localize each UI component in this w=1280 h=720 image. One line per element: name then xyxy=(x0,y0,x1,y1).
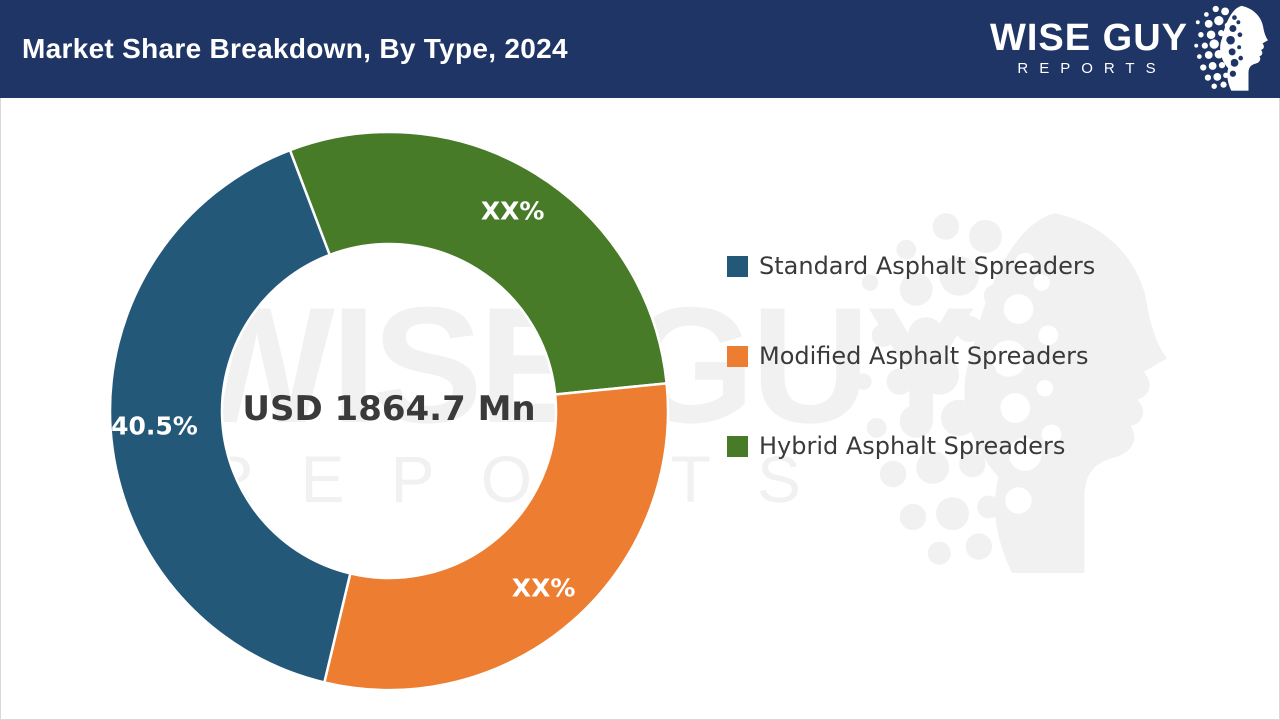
legend-label-standard: Standard Asphalt Spreaders xyxy=(759,252,1096,280)
logo-reports-text: REPORTS xyxy=(1017,59,1167,77)
legend-item-modified: Modified Asphalt Spreaders xyxy=(727,342,1095,370)
legend-item-standard: Standard Asphalt Spreaders xyxy=(727,252,1095,280)
logo-wiseguy-text: WISE GUY xyxy=(989,17,1188,60)
wiseguy-logo: WISE GUY REPORTS xyxy=(990,5,1268,91)
logo-face-icon xyxy=(1190,5,1268,91)
logo-wordmark: WISE GUY REPORTS xyxy=(989,17,1188,77)
legend-swatch-hybrid xyxy=(727,435,748,457)
legend-label-modified: Modified Asphalt Spreaders xyxy=(759,342,1089,370)
page-title: Market Share Breakdown, By Type, 2024 xyxy=(22,33,568,64)
header: Market Share Breakdown, By Type, 2024 WI… xyxy=(0,0,1280,98)
legend-item-hybrid: Hybrid Asphalt Spreaders xyxy=(727,432,1095,460)
center-value: USD 1864.7 Mn xyxy=(242,389,536,429)
legend: Standard Asphalt Spreaders Modified Asph… xyxy=(727,252,1095,460)
legend-swatch-standard xyxy=(727,255,748,277)
legend-label-hybrid: Hybrid Asphalt Spreaders xyxy=(759,432,1066,460)
legend-swatch-modified xyxy=(727,345,748,367)
